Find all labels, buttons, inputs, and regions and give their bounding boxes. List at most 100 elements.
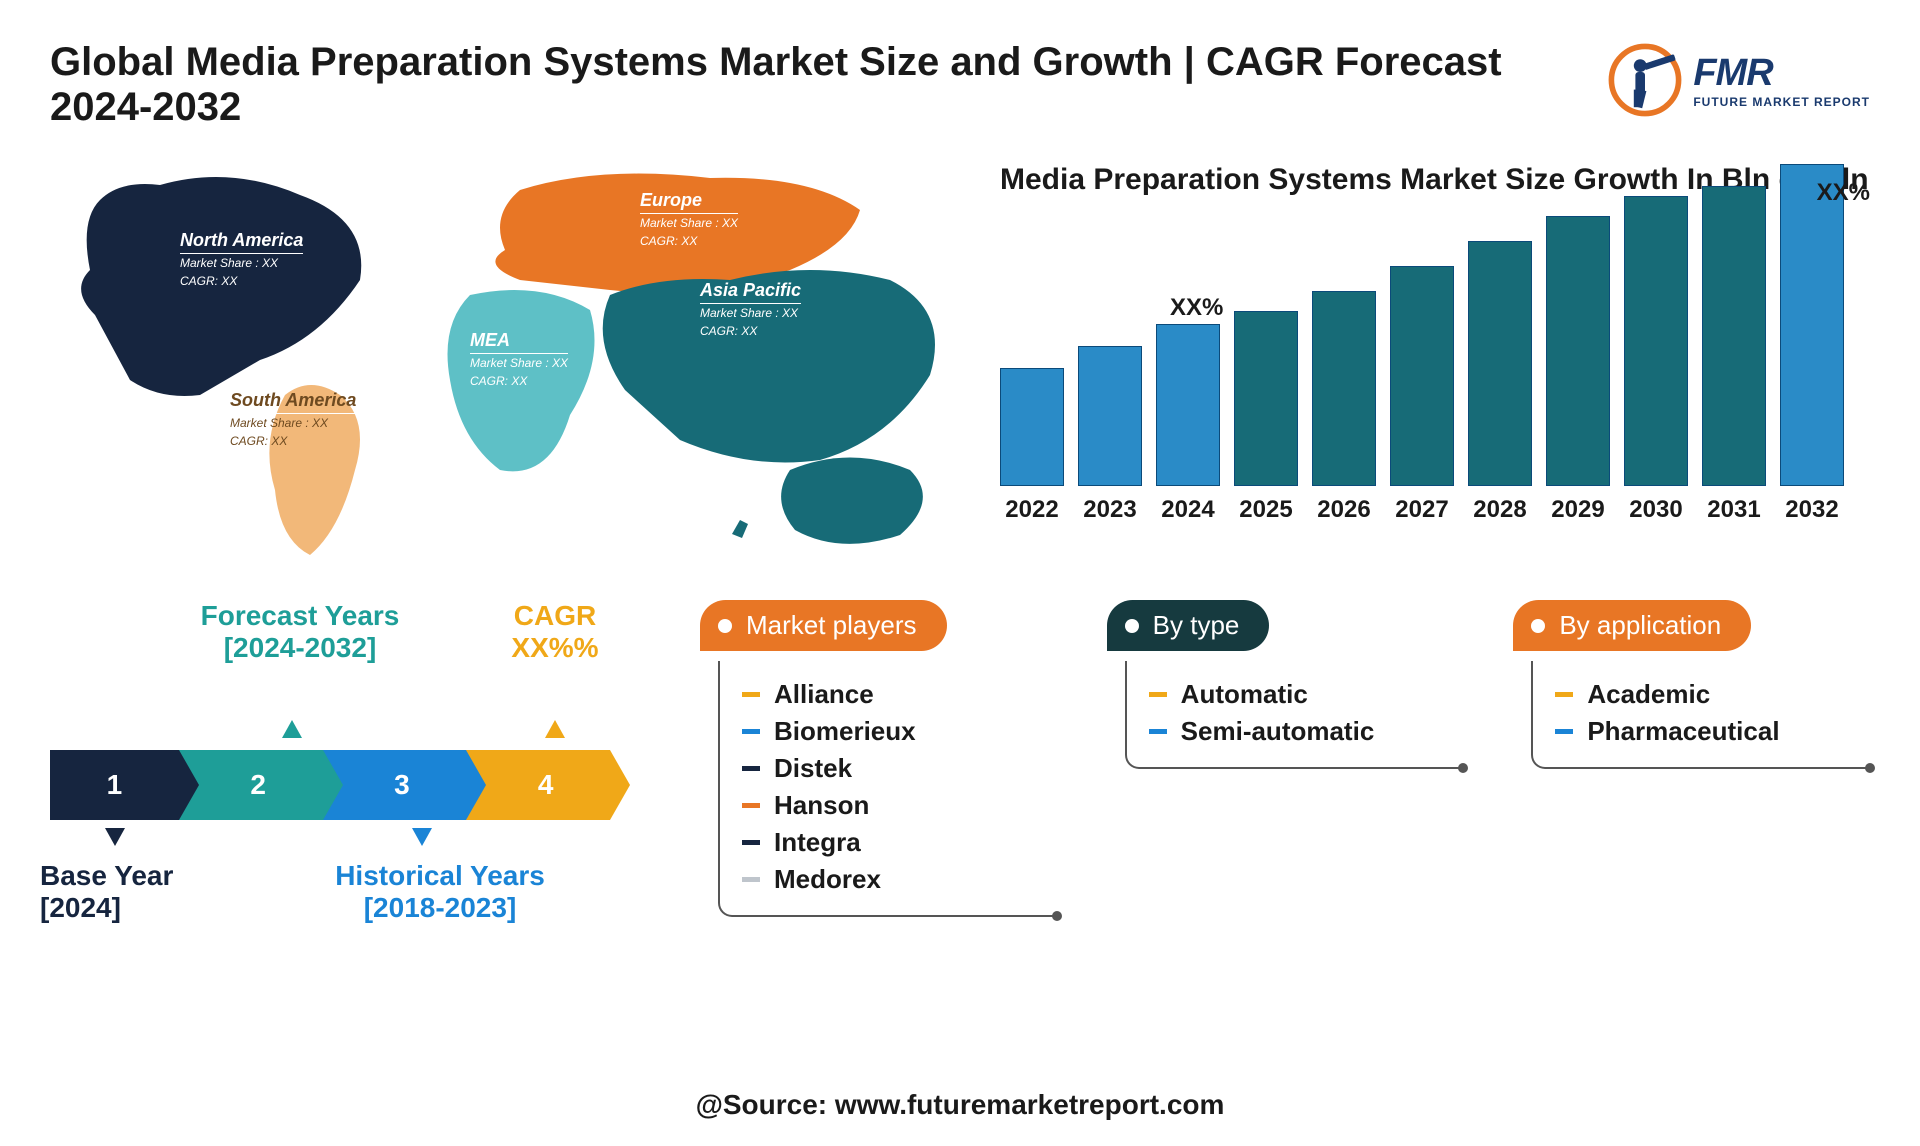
region-name: North America xyxy=(180,230,303,251)
category-item-label: Integra xyxy=(774,827,861,858)
category-item-label: Pharmaceutical xyxy=(1587,716,1779,747)
triangle-up-cagr xyxy=(545,720,565,738)
bar-rect xyxy=(1234,311,1298,486)
region-label: MEA Market Share : XX CAGR: XX xyxy=(470,330,568,388)
timeline-diagram: Forecast Years [2024-2032] CAGR XX%% 123… xyxy=(50,600,660,960)
category-item-label: Distek xyxy=(774,753,852,784)
region-name: Asia Pacific xyxy=(700,280,801,301)
category-item-label: Medorex xyxy=(774,864,881,895)
tick-icon xyxy=(1149,729,1167,734)
bar-rect xyxy=(1546,216,1610,486)
growth-bar-chart: Media Preparation Systems Market Size Gr… xyxy=(1000,160,1870,560)
bar-year-label: 2026 xyxy=(1317,496,1370,524)
source-attribution: @Source: www.futuremarketreport.com xyxy=(0,1089,1920,1121)
category-pill: By application xyxy=(1513,600,1751,651)
category-item: Distek xyxy=(742,753,1057,784)
bar-year-label: 2022 xyxy=(1005,496,1058,524)
category-item: Academic xyxy=(1555,679,1870,710)
triangle-down-base xyxy=(105,828,125,846)
bar-column: 2030 xyxy=(1624,196,1688,524)
first-bar-annotation: XX% xyxy=(1170,294,1223,322)
bar-year-label: 2027 xyxy=(1395,496,1448,524)
dot-icon xyxy=(718,619,732,633)
bar-column: 2023 xyxy=(1078,346,1142,524)
bar-rect xyxy=(1156,324,1220,486)
tick-icon xyxy=(742,766,760,771)
dot-icon xyxy=(1531,619,1545,633)
dot-icon xyxy=(1125,619,1139,633)
bar-column: 2025 xyxy=(1234,311,1298,524)
world-map: North AmericaMarket Share : XXCAGR: XXSo… xyxy=(50,160,970,560)
tick-icon xyxy=(742,803,760,808)
cagr-label: CAGR XX%% xyxy=(490,600,620,664)
bar-column: 2027 xyxy=(1390,266,1454,524)
brand-logo: FMR FUTURE MARKET REPORT xyxy=(1605,40,1870,120)
region-share: Market Share : XX xyxy=(640,213,738,230)
region-name: Europe xyxy=(640,190,738,211)
category-item: Alliance xyxy=(742,679,1057,710)
timeline-segment: 4 xyxy=(466,750,610,820)
region-name: South America xyxy=(230,390,356,411)
category-title: By application xyxy=(1559,610,1721,641)
region-share: Market Share : XX xyxy=(470,353,568,370)
bar-rect xyxy=(1780,164,1844,486)
base-year-label: Base Year [2024] xyxy=(40,860,210,924)
bar-column: 2024 xyxy=(1156,324,1220,524)
region-label: South America Market Share : XX CAGR: XX xyxy=(230,390,356,448)
logo-text-main: FMR xyxy=(1693,52,1870,95)
category-item-label: Semi-automatic xyxy=(1181,716,1375,747)
bar-column: 2029 xyxy=(1546,216,1610,524)
bar-rect xyxy=(1390,266,1454,486)
bar-column: 2031 xyxy=(1702,186,1766,524)
timeline-segment: 3 xyxy=(323,750,467,820)
category-item: Integra xyxy=(742,827,1057,858)
timeline-segment: 2 xyxy=(179,750,323,820)
bar-column: 2026 xyxy=(1312,291,1376,524)
bar-year-label: 2032 xyxy=(1785,496,1838,524)
bar-year-label: 2030 xyxy=(1629,496,1682,524)
historical-years-label: Historical Years [2018-2023] xyxy=(320,860,560,924)
bar-rect xyxy=(1000,368,1064,486)
category-item-label: Academic xyxy=(1587,679,1710,710)
telescope-person-icon xyxy=(1605,40,1685,120)
bar-year-label: 2031 xyxy=(1707,496,1760,524)
category-item: Semi-automatic xyxy=(1149,716,1464,747)
bar-rect xyxy=(1468,241,1532,486)
category-item-label: Alliance xyxy=(774,679,874,710)
region-share: Market Share : XX xyxy=(700,303,801,320)
page-title: Global Media Preparation Systems Market … xyxy=(50,40,1550,130)
bar-column: 2028 xyxy=(1468,241,1532,524)
australia-shape xyxy=(781,458,923,544)
category-item: Medorex xyxy=(742,864,1057,895)
category-block: Market playersAllianceBiomerieuxDistekHa… xyxy=(700,600,1057,917)
category-item-label: Automatic xyxy=(1181,679,1308,710)
category-bracket: Academic Pharmaceutical xyxy=(1531,661,1870,769)
triangle-down-historical xyxy=(412,828,432,846)
region-cagr: CAGR: XX xyxy=(700,322,801,338)
bar-year-label: 2029 xyxy=(1551,496,1604,524)
bar-year-label: 2025 xyxy=(1239,496,1292,524)
timeline-segment: 1 xyxy=(50,750,179,820)
region-cagr: CAGR: XX xyxy=(230,432,356,448)
bar-column: 2022 xyxy=(1000,368,1064,524)
category-block: By typeAutomaticSemi-automatic xyxy=(1107,600,1464,917)
tick-icon xyxy=(742,692,760,697)
category-item-label: Biomerieux xyxy=(774,716,916,747)
region-cagr: CAGR: XX xyxy=(470,372,568,388)
region-share: Market Share : XX xyxy=(230,413,356,430)
region-label: Asia Pacific Market Share : XX CAGR: XX xyxy=(700,280,801,338)
bar-year-label: 2024 xyxy=(1161,496,1214,524)
forecast-years-label: Forecast Years [2024-2032] xyxy=(190,600,410,664)
region-name: MEA xyxy=(470,330,568,351)
category-item: Biomerieux xyxy=(742,716,1057,747)
bar-column: 2032 xyxy=(1780,164,1844,524)
region-label: North AmericaMarket Share : XXCAGR: XX xyxy=(180,230,303,288)
bar-rect xyxy=(1624,196,1688,486)
category-bracket: AllianceBiomerieuxDistekHansonIntegraMed… xyxy=(718,661,1057,917)
tick-icon xyxy=(742,877,760,882)
region-share: Market Share : XX xyxy=(180,253,303,270)
last-bar-annotation: XX% xyxy=(1817,179,1870,207)
logo-text-sub: FUTURE MARKET REPORT xyxy=(1693,95,1870,109)
bar-rect xyxy=(1702,186,1766,486)
tick-icon xyxy=(1555,692,1573,697)
